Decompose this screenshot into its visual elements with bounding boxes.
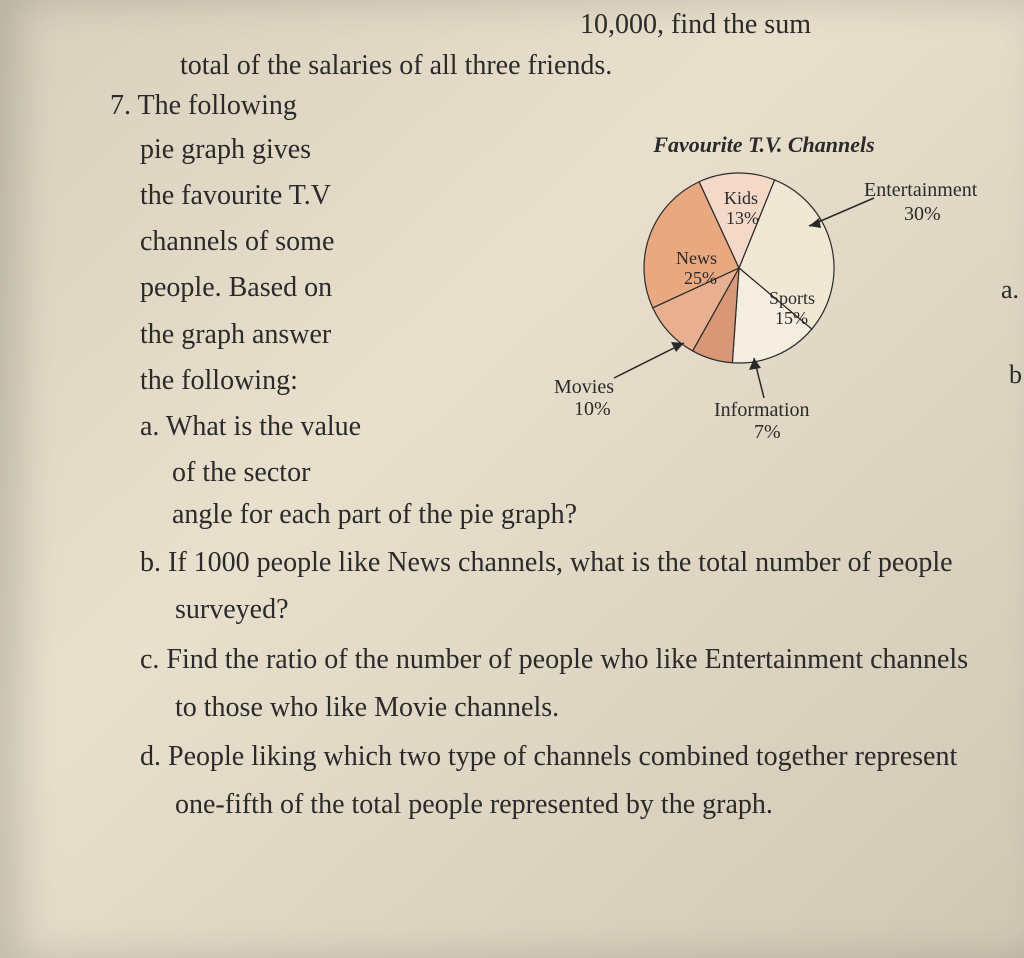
sub-a-line3: angle for each part of the pie graph? <box>140 491 984 539</box>
chart-title: Favourite T.V. Channels <box>544 132 984 158</box>
intro-line-5: the graph answer <box>140 312 524 358</box>
pct-sports: 15% <box>775 308 808 330</box>
sub-d: d. People liking which two type of chann… <box>140 733 984 828</box>
right-marginal-b: b <box>1009 360 1022 390</box>
intro-line-0: The following <box>138 90 297 121</box>
prev-question-fragment: 10,000, find the sum total of the salari… <box>60 5 984 86</box>
label-kids: Kids <box>724 188 758 210</box>
label-entertainment: Entertainment <box>864 178 977 202</box>
label-information: Information <box>714 398 810 422</box>
label-sports: Sports <box>769 288 815 310</box>
fragment-1: 10,000, find the sum <box>180 9 811 40</box>
intro-line-6: the following: <box>140 358 524 404</box>
intro-line-1: pie graph gives <box>140 127 524 173</box>
pct-information: 7% <box>754 420 781 444</box>
pct-news: 25% <box>684 268 717 290</box>
question-line: 7. The following <box>60 86 984 127</box>
textbook-page: 10,000, find the sum total of the salari… <box>0 0 1024 958</box>
fragment-2: total of the salaries of all three frien… <box>180 50 612 81</box>
sub-a-line2: of the sector <box>140 450 524 496</box>
intro-line-3: channels of some <box>140 219 524 265</box>
intro-text: pie graph gives the favourite T.V channe… <box>60 127 524 497</box>
sub-c: c. Find the ratio of the number of peopl… <box>140 636 984 731</box>
right-marginal-a: a. <box>1001 275 1019 305</box>
intro-line-2: the favourite T.V <box>140 173 524 219</box>
label-movies: Movies <box>554 375 614 399</box>
pct-kids: 13% <box>726 208 759 230</box>
pie-chart-area: Favourite T.V. Channels Entertainment 30… <box>544 127 984 428</box>
label-news: News <box>676 248 717 270</box>
sub-questions: angle for each part of the pie graph? b.… <box>60 491 984 828</box>
intro-line-4: people. Based on <box>140 265 524 311</box>
sub-a-line1: a. What is the value <box>140 404 524 450</box>
pct-entertainment: 30% <box>904 202 941 226</box>
sub-b: b. If 1000 people like News channels, wh… <box>140 539 984 634</box>
pie-container: Entertainment 30% Sports 15% Information… <box>544 168 984 428</box>
question-number: 7. <box>110 90 131 121</box>
pct-movies: 10% <box>574 397 611 421</box>
content-wrapper: pie graph gives the favourite T.V channe… <box>60 127 984 497</box>
